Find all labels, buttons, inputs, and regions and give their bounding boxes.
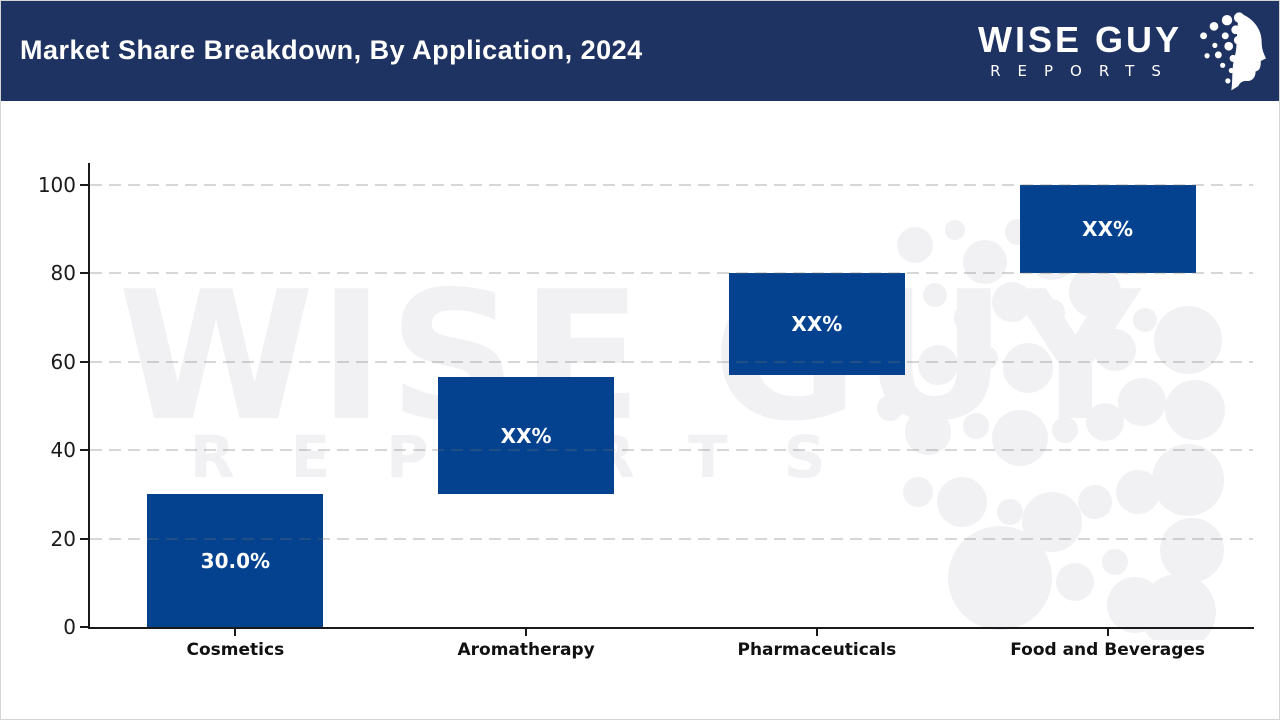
bar-cosmetics: 30.0%: [147, 494, 324, 627]
bar-pharmaceuticals: XX%: [728, 273, 905, 376]
page-title: Market Share Breakdown, By Application, …: [20, 35, 643, 65]
gridline-60: [90, 360, 1253, 363]
brand-logo: WISE GUY REPORTS: [978, 0, 1266, 101]
y-axis-line: [88, 163, 90, 629]
brand-logo-text: WISE GUY REPORTS: [978, 22, 1182, 79]
bar-food-and-beverages: XX%: [1019, 185, 1196, 274]
x-category-label: Cosmetics: [186, 640, 285, 660]
y-tick-label: 20: [50, 526, 76, 551]
y-tick-mark: [80, 537, 88, 540]
y-tick-mark: [80, 272, 88, 275]
bar-value-label: XX%: [500, 423, 552, 448]
y-tick-mark: [80, 360, 88, 363]
y-tick-mark: [80, 184, 88, 187]
x-tick-mark: [525, 629, 528, 636]
brand-name: WISE GUY: [977, 19, 1182, 60]
y-tick-mark: [80, 626, 88, 628]
x-category-label: Aromatherapy: [457, 640, 595, 660]
y-tick-label: 40: [50, 438, 76, 463]
watermark-face-dots: [877, 218, 1225, 640]
gridline-100: [90, 184, 1253, 187]
x-tick-mark: [234, 629, 237, 636]
x-tick-mark: [815, 629, 818, 636]
y-tick-label: 100: [37, 173, 76, 198]
x-axis-line: [88, 627, 1254, 629]
x-category-label: Food and Beverages: [1010, 640, 1206, 660]
gridline-40: [90, 449, 1253, 452]
y-tick-label: 0: [63, 615, 76, 639]
gridline-80: [90, 272, 1253, 275]
header: Market Share Breakdown, By Application, …: [0, 0, 1280, 101]
bar-value-label: XX%: [791, 312, 843, 337]
bar-value-label: XX%: [1082, 217, 1134, 242]
face-profile-icon: [1200, 11, 1266, 90]
y-tick-label: 80: [50, 261, 76, 286]
y-tick-mark: [80, 449, 88, 452]
x-tick-mark: [1106, 629, 1109, 636]
bar-aromatherapy: XX%: [438, 377, 615, 495]
bar-value-label: 30.0%: [200, 548, 271, 573]
brand-subtitle: REPORTS: [990, 62, 1178, 80]
gridline-20: [90, 537, 1253, 540]
y-tick-label: 60: [50, 349, 76, 374]
x-category-label: Pharmaceuticals: [737, 640, 897, 660]
